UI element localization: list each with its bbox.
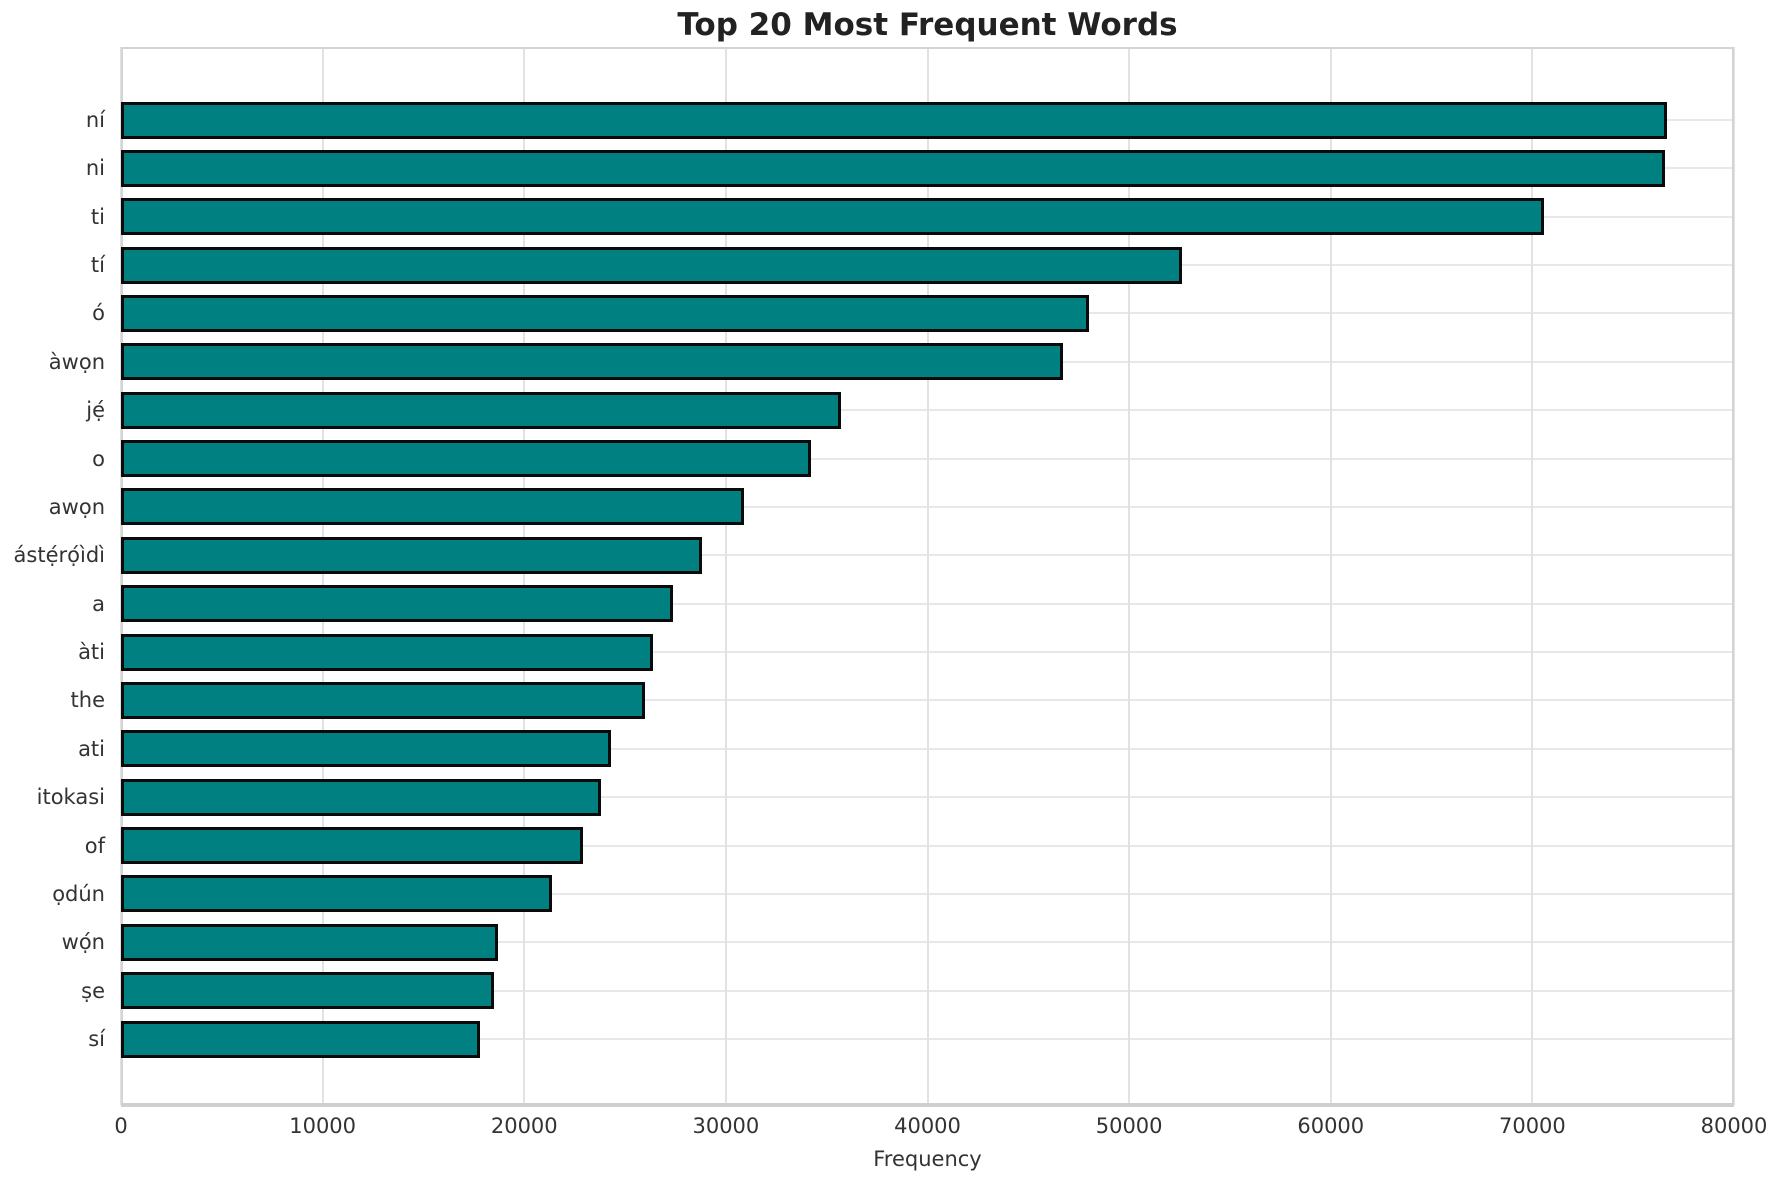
y-tick-label: ní (85, 108, 105, 132)
y-tick-label: ati (78, 736, 105, 761)
x-tick-label: 20000 (490, 1114, 558, 1138)
plot-border-top (121, 47, 1734, 49)
x-tick-label: 30000 (692, 1114, 760, 1138)
x-tick-label: 50000 (1095, 1114, 1163, 1138)
bar-a (121, 585, 674, 623)
y-tick-label: tí (90, 253, 105, 278)
y-tick-label: o (92, 446, 105, 471)
bar-jẹ́ (121, 391, 841, 429)
plot-border-left (121, 47, 123, 1105)
plot-border-right (1732, 47, 1734, 1105)
bar-itokasi (121, 778, 601, 816)
bar-ṣe (121, 972, 494, 1010)
x-gridline (1128, 47, 1131, 1105)
bar-awọn (121, 488, 745, 526)
y-tick-label: a (92, 591, 105, 616)
chart-title: Top 20 Most Frequent Words (677, 7, 1178, 43)
bar-ọdún (121, 875, 553, 913)
x-tick-label: 80000 (1700, 1114, 1768, 1138)
y-tick-label: of (84, 833, 105, 858)
y-tick-label: itokasi (36, 785, 105, 810)
y-tick-label: awọn (48, 494, 105, 519)
x-gridline (523, 47, 526, 1105)
bar-tí (121, 246, 1182, 284)
y-tick-label: the (70, 688, 105, 713)
y-tick-label: ástẹ́rọ́ìdì (13, 543, 105, 568)
bar-àti (121, 633, 654, 671)
y-tick-label: wọ́n (61, 930, 105, 955)
y-tick-label: jẹ́ (86, 398, 105, 423)
bar-ati (121, 730, 611, 768)
y-tick-label: àwọn (48, 349, 105, 374)
x-gridline (1329, 47, 1332, 1105)
plot-area (120, 47, 1735, 1107)
y-tick-label: ti (90, 204, 105, 229)
x-gridline (1531, 47, 1534, 1105)
y-tick-label: ó (92, 301, 105, 326)
bar-the (121, 681, 646, 719)
bar-ti (121, 198, 1545, 236)
bar-ni (121, 149, 1666, 187)
x-gridline (926, 47, 929, 1105)
y-tick-label: ṣe (81, 978, 105, 1003)
bar-ó (121, 294, 1089, 332)
x-gridline (321, 47, 324, 1105)
x-gridline (724, 47, 727, 1105)
bar-ástẹ́rọ́ìdì (121, 536, 702, 574)
bar-ní (121, 101, 1668, 139)
y-tick-label: ọdún (52, 881, 105, 906)
x-tick-label: 70000 (1498, 1114, 1566, 1138)
bar-sí (121, 1020, 480, 1058)
x-tick-label: 40000 (894, 1114, 961, 1138)
x-tick-label: 60000 (1297, 1114, 1365, 1138)
bar-wọ́n (121, 923, 499, 961)
bar-àwọn (121, 343, 1063, 381)
x-gridline (1733, 47, 1735, 1105)
bar-of (121, 827, 583, 865)
x-tick-label: 0 (114, 1114, 128, 1138)
x-tick-label: 10000 (289, 1114, 357, 1138)
y-tick-label: àti (78, 640, 105, 665)
x-axis-line (121, 1103, 1734, 1107)
y-tick-label: ni (85, 156, 105, 181)
bar-o (121, 440, 811, 478)
y-tick-label: sí (88, 1027, 105, 1052)
x-axis-label: Frequency (873, 1147, 982, 1171)
